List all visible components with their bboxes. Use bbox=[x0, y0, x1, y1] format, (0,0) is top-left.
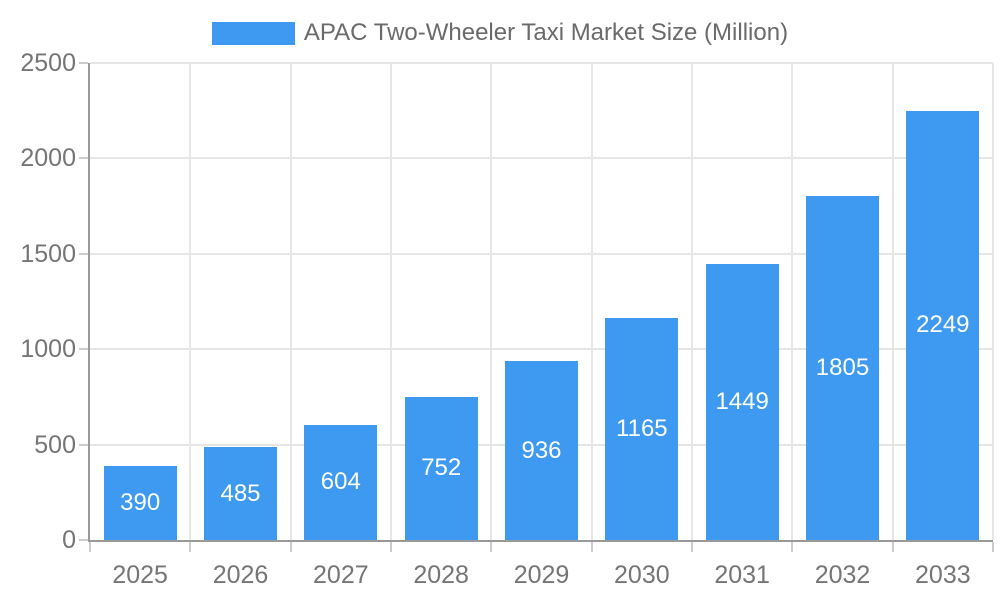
x-gridline bbox=[791, 63, 794, 540]
x-axis-tick-label: 2030 bbox=[614, 561, 670, 589]
bar-value-label: 2249 bbox=[916, 311, 970, 339]
x-axis-tick bbox=[490, 542, 493, 552]
bar-value-label: 485 bbox=[220, 479, 261, 507]
bar-2032[interactable] bbox=[806, 195, 879, 540]
y-axis-tick-label: 1500 bbox=[20, 239, 76, 268]
x-gridline bbox=[289, 63, 292, 540]
y-axis-tick-label: 2500 bbox=[20, 49, 76, 77]
bar-2027[interactable] bbox=[304, 424, 378, 540]
y-axis-tick bbox=[79, 62, 88, 64]
x-axis-tick-label: 2032 bbox=[814, 561, 871, 589]
x-axis-tick bbox=[590, 542, 593, 552]
bar-value-label: 604 bbox=[320, 468, 361, 496]
y-gridline bbox=[90, 157, 993, 160]
x-gridline bbox=[490, 63, 493, 540]
plot-area: 0 500 1000 1500 2000 2500 390 2025 485 2026 604 202… bbox=[20, 49, 994, 589]
x-axis-tick bbox=[89, 542, 91, 552]
x-axis-tick-label: 2033 bbox=[915, 561, 971, 589]
x-axis-tick bbox=[189, 542, 192, 552]
x-gridline bbox=[390, 63, 392, 540]
x-axis-tick-label: 2028 bbox=[413, 561, 469, 589]
bar-value-label: 390 bbox=[120, 488, 161, 516]
bar-2030[interactable] bbox=[605, 317, 679, 540]
y-axis-line bbox=[88, 63, 90, 540]
legend-swatch bbox=[211, 21, 295, 45]
x-axis-tick bbox=[390, 542, 392, 552]
x-axis-line bbox=[88, 540, 993, 542]
legend[interactable]: APAC Two-Wheeler Taxi Market Size (Milli… bbox=[0, 16, 1000, 50]
x-gridline bbox=[691, 63, 693, 540]
bar-value-label: 1805 bbox=[815, 353, 870, 381]
y-axis-tick bbox=[79, 443, 88, 446]
x-gridline bbox=[590, 63, 593, 540]
bar-value-label: 1165 bbox=[616, 414, 668, 442]
bar-2033[interactable] bbox=[906, 110, 980, 540]
x-gridline bbox=[992, 63, 994, 540]
bar-2029[interactable] bbox=[505, 361, 578, 540]
y-axis-tick bbox=[79, 157, 88, 160]
bar-value-label: 1449 bbox=[715, 387, 769, 415]
y-axis-tick-label: 2000 bbox=[20, 144, 76, 173]
y-gridline bbox=[90, 62, 993, 64]
x-axis-tick bbox=[891, 542, 894, 552]
x-axis-tick-label: 2029 bbox=[513, 561, 570, 589]
x-gridline bbox=[189, 63, 192, 540]
x-axis-tick bbox=[992, 542, 994, 552]
legend-label: APAC Two-Wheeler Taxi Market Size (Milli… bbox=[303, 19, 789, 46]
bar-value-label: 936 bbox=[521, 436, 562, 464]
bar-2026[interactable] bbox=[204, 447, 277, 540]
y-axis-tick-label: 500 bbox=[34, 430, 76, 459]
x-axis-tick bbox=[691, 542, 693, 552]
bar-value-label: 752 bbox=[421, 454, 462, 482]
y-axis-tick-label: 0 bbox=[62, 526, 76, 554]
x-axis-tick-label: 2031 bbox=[714, 561, 770, 589]
y-axis-tick bbox=[79, 539, 88, 541]
y-gridline bbox=[90, 252, 993, 255]
y-axis-tick bbox=[79, 348, 88, 351]
x-axis-tick bbox=[289, 542, 292, 552]
y-axis-tick bbox=[79, 252, 88, 255]
x-axis-tick-label: 2027 bbox=[313, 561, 369, 589]
y-gridline bbox=[90, 348, 993, 351]
x-axis-tick bbox=[791, 542, 794, 552]
bar-2028[interactable] bbox=[404, 396, 478, 540]
x-gridline bbox=[891, 63, 894, 540]
bar-2025[interactable] bbox=[103, 465, 177, 540]
bar-2031[interactable] bbox=[705, 263, 779, 540]
x-axis-tick-label: 2026 bbox=[212, 561, 269, 589]
y-axis-tick-label: 1000 bbox=[20, 335, 76, 364]
x-axis-tick-label: 2025 bbox=[112, 561, 168, 589]
